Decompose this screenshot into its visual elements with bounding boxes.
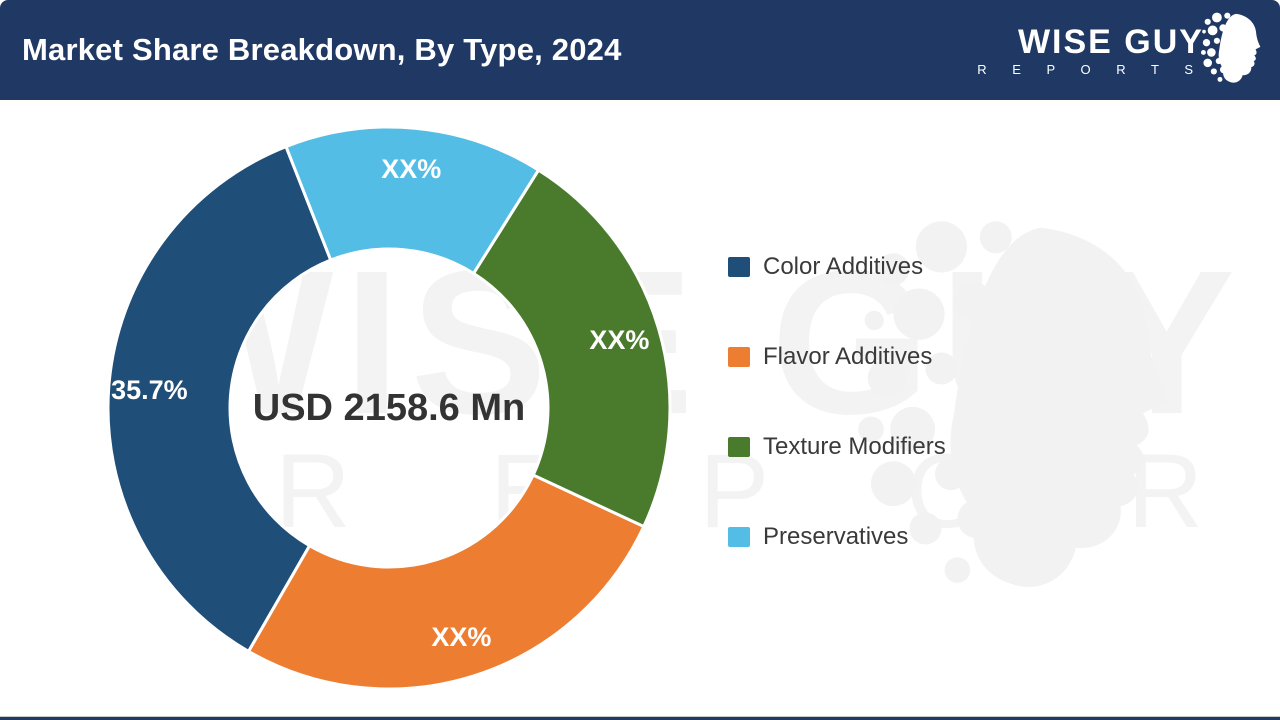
donut-chart: 35.7% XX% XX% XX%: [106, 125, 672, 691]
logo-text: WISE GUY R E P O R T S: [977, 24, 1204, 77]
legend-item-texture-modifiers: Texture Modifiers: [728, 432, 946, 462]
legend-item-color-additives: Color Additives: [728, 252, 946, 282]
legend-label: Texture Modifiers: [763, 433, 946, 460]
legend-label: Flavor Additives: [763, 343, 933, 370]
legend-label: Preservatives: [763, 523, 909, 550]
slice-label-preservatives: XX%: [381, 154, 441, 184]
bottom-border: [0, 716, 1280, 720]
market-value-label: USD 2158.6 Mn: [252, 387, 526, 429]
legend-swatch: [728, 437, 750, 457]
slice-label-flavor-additives: XX%: [431, 622, 491, 652]
logo-name: WISE GUY: [1017, 22, 1204, 61]
slice-label-texture-modifiers: XX%: [589, 325, 649, 355]
donut-slice-color-additives: [106, 144, 333, 654]
page-title: Market Share Breakdown, By Type, 2024: [22, 32, 622, 67]
donut-slice-flavor-additives: [246, 473, 646, 691]
legend-swatch: [728, 527, 750, 547]
legend-swatch: [728, 257, 750, 277]
legend: Color Additives Flavor Additives Texture M…: [728, 252, 946, 552]
donut-slice-preservatives: [284, 125, 541, 276]
header: Market Share Breakdown, By Type, 2024 WI…: [0, 0, 1280, 100]
wise-guy-reports-logo: WISE GUY R E P O R T S: [977, 12, 1262, 88]
legend-swatch: [728, 347, 750, 367]
donut-slice-texture-modifiers: [471, 167, 672, 529]
legend-item-flavor-additives: Flavor Additives: [728, 342, 946, 372]
head-profile-icon: [1200, 12, 1262, 88]
slice-label-color-additives: 35.7%: [111, 375, 188, 405]
legend-item-preservatives: Preservatives: [728, 522, 946, 552]
logo-tagline: R E P O R T S: [977, 61, 1204, 77]
legend-label: Color Additives: [763, 253, 924, 280]
